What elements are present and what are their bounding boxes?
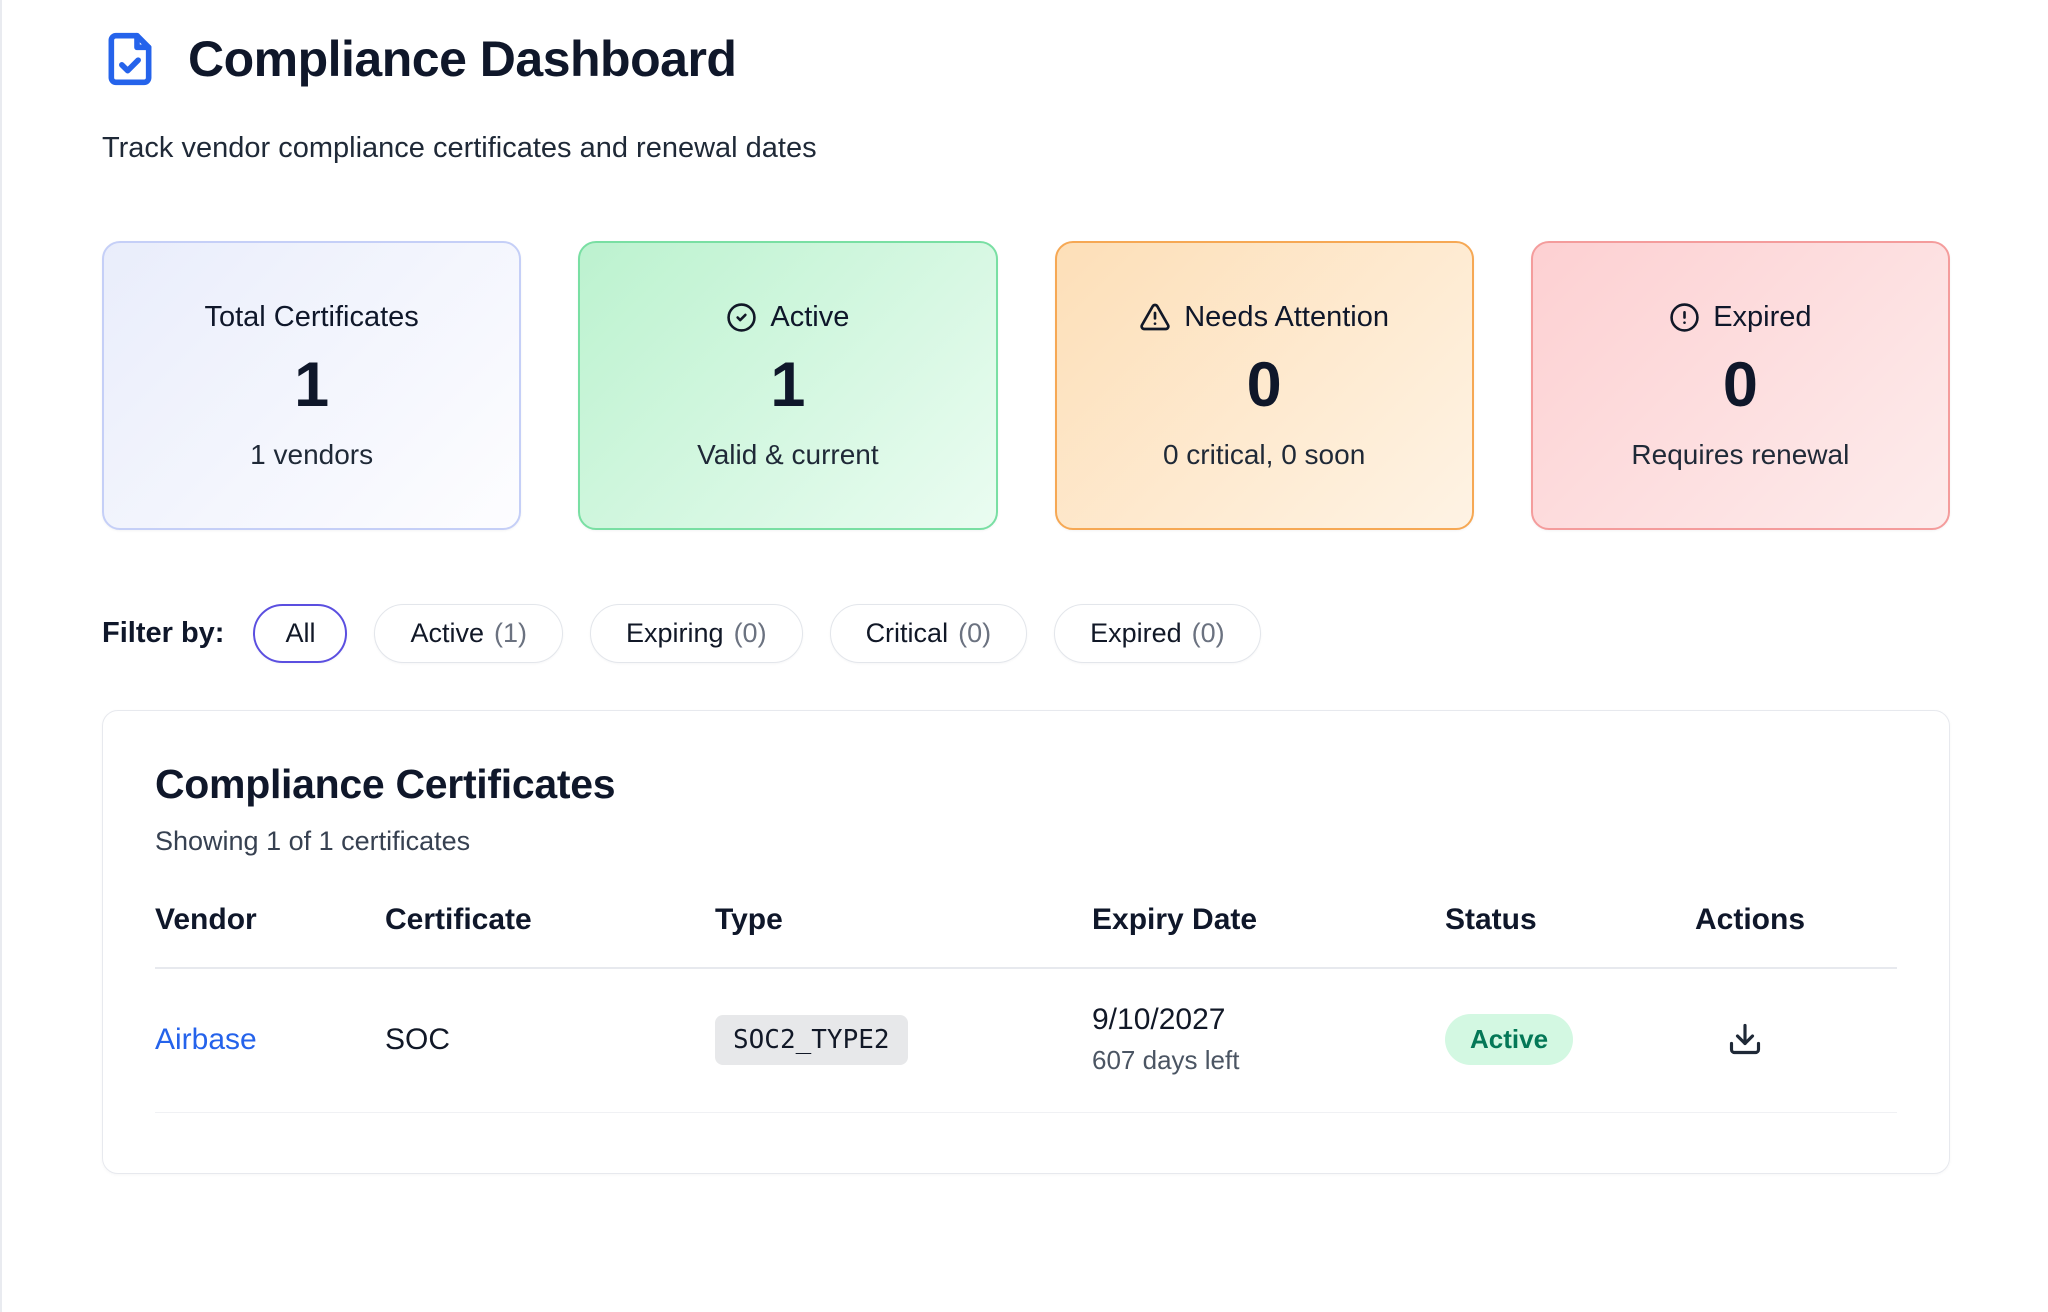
stat-label-text: Needs Attention [1184,300,1389,333]
stat-label-text: Total Certificates [204,300,419,333]
column-header-vendor: Vendor [155,903,257,936]
filter-pill-count: (1) [494,618,528,648]
filter-pill-critical[interactable]: Critical (0) [829,604,1028,663]
days-left: 607 days left [1092,1045,1240,1075]
certificate-cell: SOC [385,1022,451,1056]
page-subtitle: Track vendor compliance certificates and… [102,132,817,164]
certificates-title: Compliance Certificates [155,761,616,807]
stat-subtext: 0 critical, 0 soon [1162,438,1366,470]
table-header-row: Vendor Certificate Type Expiry Date Stat… [155,903,1897,969]
download-button[interactable] [1723,1017,1767,1061]
column-header-expiry-date: Expiry Date [1092,903,1258,936]
column-header-type: Type [715,903,783,936]
download-icon [1727,1021,1763,1057]
file-check-icon [102,31,158,87]
stat-card-total-certificates: Total Certificates 1 1 vendors [102,241,522,530]
certificates-table: Vendor Certificate Type Expiry Date Stat… [155,903,1897,1113]
filter-pill-count: (0) [1191,618,1225,648]
stat-label: Total Certificates [204,301,418,334]
filter-pill-expiring[interactable]: Expiring (0) [590,604,803,663]
filter-pill-expired[interactable]: Expired (0) [1054,604,1261,663]
check-circle-icon [726,302,757,333]
filter-pill-label: Active [410,618,485,648]
status-badge: Active [1445,1014,1574,1065]
filter-pill-label: Critical [865,618,949,648]
filter-pill-label: Expired [1090,618,1182,648]
filter-pill-label: Expiring [626,618,724,648]
filter-pill-count: (0) [958,618,992,648]
stat-card-needs-attention: Needs Attention 0 0 critical, 0 soon [1054,241,1474,530]
column-header-status: Status [1445,903,1537,936]
stat-value: 0 [1246,349,1282,420]
page-title: Compliance Dashboard [188,31,737,87]
stat-card-expired: Expired 0 Requires renewal [1530,241,1950,530]
table-row: Airbase SOC SOC2_TYPE2 9/10/2027 607 day… [155,969,1897,1113]
filter-pill-all[interactable]: All [253,604,348,663]
column-header-certificate: Certificate [385,903,532,936]
expiry-date: 9/10/2027 [1092,1003,1226,1036]
column-header-actions: Actions [1695,903,1806,936]
expiry-cell: 9/10/2027 607 days left [1092,1003,1445,1076]
stat-subtext: 1 vendors [250,438,374,470]
alert-triangle-icon [1139,301,1171,333]
stat-subtext: Requires renewal [1631,438,1850,470]
stats-row: Total Certificates 1 1 vendors Active 1 … [102,241,1950,530]
filter-pill-label: All [285,618,316,648]
stat-value: 1 [294,349,330,420]
stat-subtext: Valid & current [697,438,879,470]
stat-label-text: Expired [1713,300,1812,333]
page-header: Compliance Dashboard [102,30,1950,88]
filter-bar: Filter by: All Active (1) Expiring (0) C… [102,604,1950,663]
stat-value: 0 [1722,349,1758,420]
filter-pill-active[interactable]: Active (1) [374,604,564,663]
alert-circle-icon [1669,302,1700,333]
certificates-count-text: Showing 1 of 1 certificates [155,826,471,856]
vendor-link[interactable]: Airbase [155,1022,257,1056]
filter-pill-count: (0) [733,618,767,648]
stat-label: Expired [1669,300,1812,334]
stat-label-text: Active [770,300,850,333]
stat-label: Needs Attention [1139,301,1389,334]
type-chip: SOC2_TYPE2 [715,1014,908,1065]
stat-value: 1 [770,349,806,420]
filter-label: Filter by: [102,617,225,649]
stat-label: Active [726,301,849,334]
certificates-card: Compliance Certificates Showing 1 of 1 c… [102,710,1950,1174]
stat-card-active: Active 1 Valid & current [578,241,998,530]
